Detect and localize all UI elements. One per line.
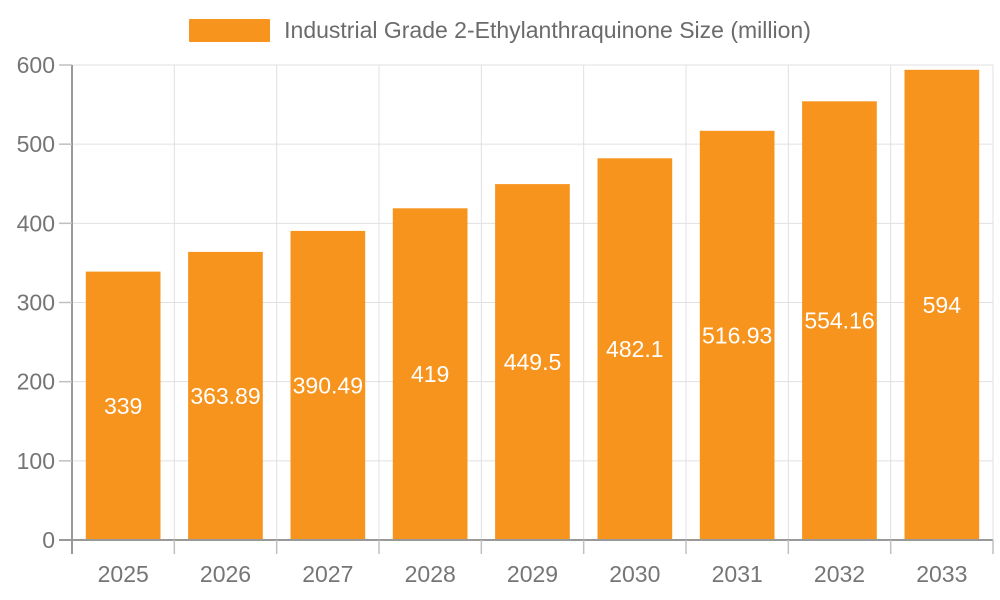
x-tick-label-2028: 2028 xyxy=(405,561,456,587)
x-tick-label-2032: 2032 xyxy=(814,561,865,587)
y-tick-label-200: 200 xyxy=(17,369,55,395)
x-tick-label-2031: 2031 xyxy=(712,561,763,587)
bar-2032 xyxy=(802,101,877,541)
bar-value-label-2029: 449.5 xyxy=(504,349,562,375)
x-tick-label-2030: 2030 xyxy=(609,561,660,587)
x-tick-label-2025: 2025 xyxy=(98,561,149,587)
x-tick-label-2033: 2033 xyxy=(916,561,967,587)
bar-2027 xyxy=(290,230,366,540)
y-tick-label-400: 400 xyxy=(17,210,55,236)
bar-2031 xyxy=(699,130,775,541)
y-tick-label-0: 0 xyxy=(42,527,55,553)
legend[interactable]: Industrial Grade 2-Ethylanthraquinone Si… xyxy=(0,14,1000,46)
bar-2026 xyxy=(188,251,263,540)
x-tick-label-2027: 2027 xyxy=(302,561,353,587)
bar-value-label-2030: 482.1 xyxy=(606,336,664,362)
bar-2033 xyxy=(904,69,980,541)
bar-2029 xyxy=(495,184,570,540)
bar-2025 xyxy=(85,271,161,540)
bar-2030 xyxy=(597,158,673,541)
y-tick-label-600: 600 xyxy=(17,52,55,78)
bar-value-label-2028: 419 xyxy=(411,361,449,387)
bar-value-label-2033: 594 xyxy=(923,292,962,318)
bar-value-label-2032: 554.16 xyxy=(804,308,874,334)
bar-2028 xyxy=(392,208,468,541)
x-tick-label-2026: 2026 xyxy=(200,561,251,587)
bar-value-label-2031: 516.93 xyxy=(702,322,772,348)
legend-swatch xyxy=(189,18,271,42)
bar-value-label-2025: 339 xyxy=(104,393,142,419)
y-tick-label-100: 100 xyxy=(17,448,55,474)
bar-value-label-2026: 363.89 xyxy=(190,383,260,409)
y-tick-label-300: 300 xyxy=(17,290,55,316)
x-tick-label-2029: 2029 xyxy=(507,561,558,587)
bar-value-label-2027: 390.49 xyxy=(293,372,363,398)
legend-label: Industrial Grade 2-Ethylanthraquinone Si… xyxy=(284,16,811,43)
y-tick-label-500: 500 xyxy=(17,131,55,157)
